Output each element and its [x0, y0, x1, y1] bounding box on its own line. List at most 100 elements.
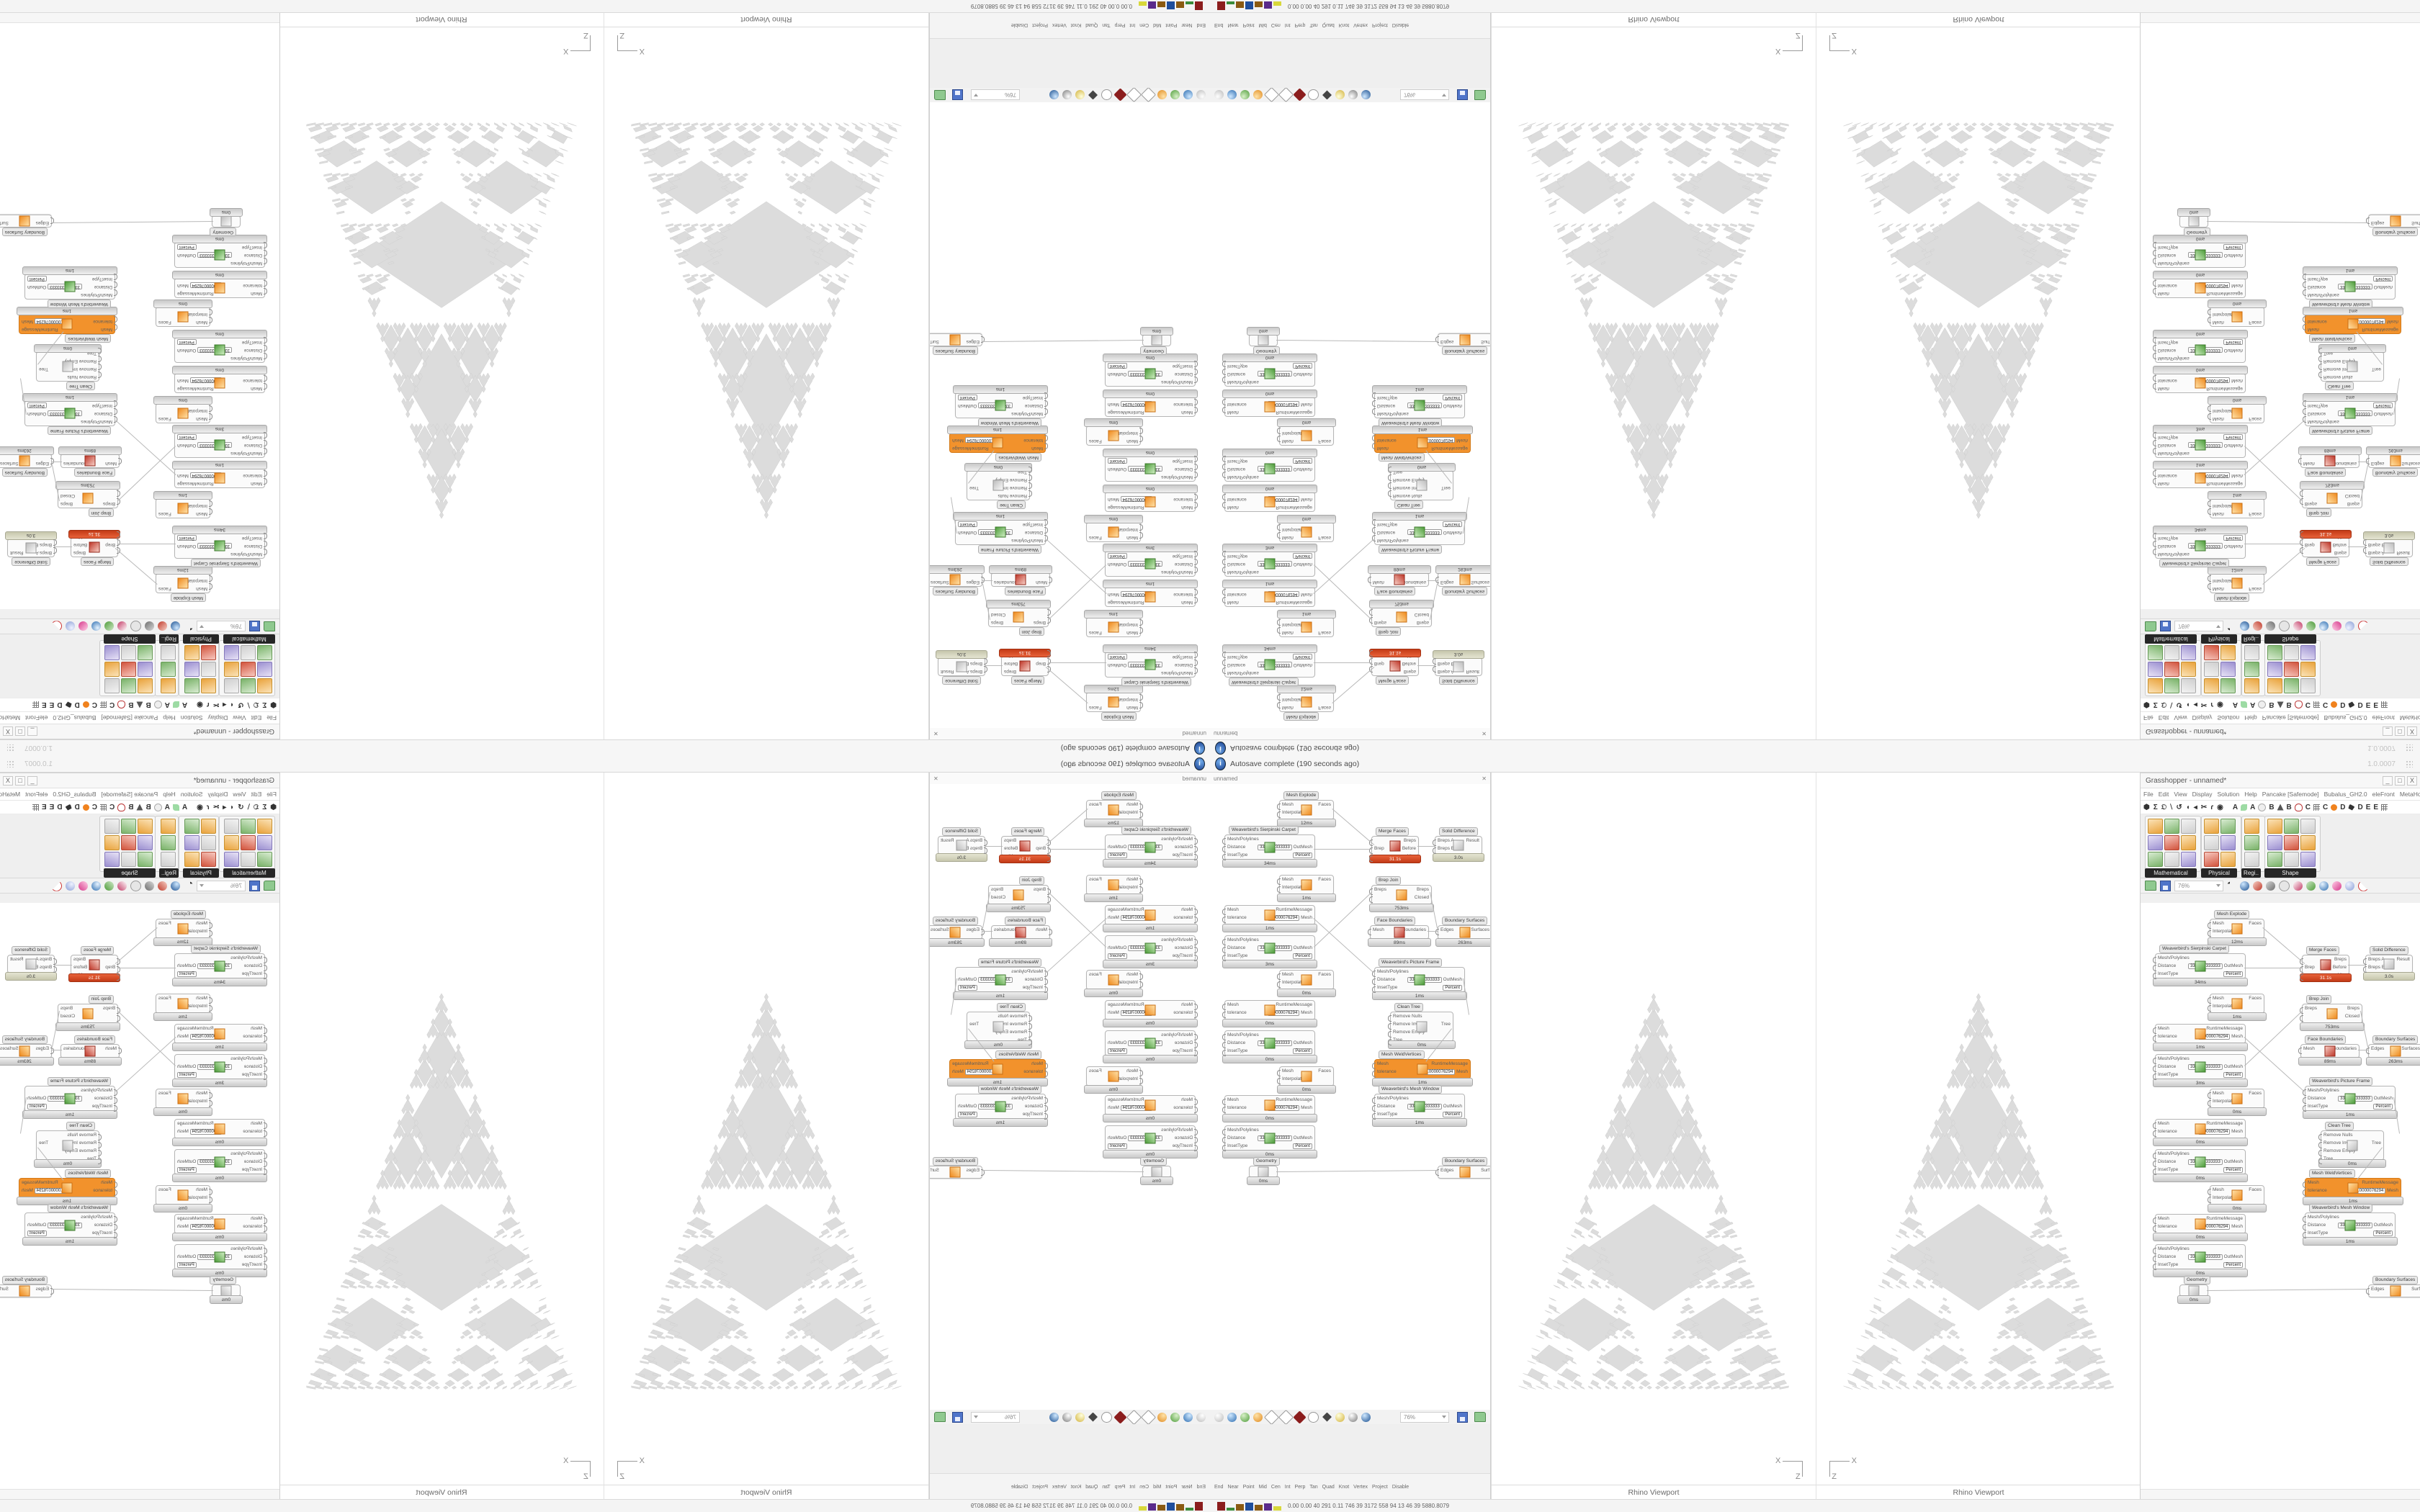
menu-item-display[interactable]: Display — [207, 791, 228, 798]
osnap-vertex[interactable]: Vertex — [1052, 1484, 1067, 1490]
palette-tab-shape[interactable]: Shape — [2264, 634, 2316, 644]
node-port[interactable] — [209, 1005, 212, 1012]
eye-icon[interactable] — [1049, 90, 1059, 100]
leaf-icon[interactable] — [2241, 701, 2248, 708]
node-port[interactable] — [2318, 372, 2322, 378]
image-icon[interactable] — [2306, 881, 2316, 891]
palette-button[interactable] — [2267, 678, 2282, 693]
osnap-perp[interactable]: Perp — [1114, 1484, 1126, 1490]
ribbon-letter-b-3[interactable]: B — [128, 803, 134, 811]
node-port[interactable] — [1194, 1107, 1198, 1113]
grid-icon[interactable] — [2313, 701, 2321, 708]
palette-tab-shape[interactable]: Shape — [104, 868, 156, 878]
node-port[interactable] — [1388, 1039, 1392, 1045]
resize-grip-icon[interactable] — [7, 744, 14, 752]
viewport-tab-left[interactable]: Rhino Viewport — [1492, 1485, 1816, 1500]
gh-component[interactable]: Mesh RuntimeMessage tolerance 0.0000076294 … — [2153, 1119, 2248, 1146]
gh-component[interactable]: Remove Nulls Remove Invalid Tree Remove Emp… — [964, 463, 1032, 500]
node-port[interactable] — [1222, 464, 1226, 470]
node-port[interactable] — [2153, 250, 2156, 256]
gh-component[interactable]: Mesh/PolylinesDistance33.3333333333 OutM… — [2153, 953, 2248, 986]
osnap-disable[interactable]: Disable — [1392, 1484, 1410, 1490]
palette-button[interactable] — [2164, 678, 2179, 693]
node-port[interactable] — [1222, 1099, 1226, 1105]
node-port[interactable] — [1372, 519, 1376, 526]
gh-component[interactable]: Mesh Faces Interpolate 0ms — [2208, 300, 2267, 327]
magnifier-icon[interactable] — [1348, 90, 1358, 100]
node-port[interactable] — [1222, 652, 1226, 658]
grasshopper-canvas[interactable]: Mesh Explode Mesh Faces Interpolate 12ms Weav… — [2141, 23, 2420, 609]
node-port[interactable] — [1047, 896, 1051, 903]
osnap-knot[interactable]: Knot — [1338, 1484, 1350, 1490]
node-port[interactable] — [1028, 482, 1032, 489]
grasshopper-menubar[interactable]: File Edit View Display Solution Help Pancake [… — [2141, 711, 2420, 724]
orange-blob-icon[interactable] — [2331, 701, 2338, 708]
node-port[interactable] — [114, 1182, 117, 1188]
gh-component[interactable]: Mesh/PolylinesDistance33.3333333333 OutM… — [1222, 354, 1317, 387]
node-port[interactable] — [1369, 855, 1373, 862]
param-value[interactable]: Percent — [2373, 1230, 2393, 1236]
node-port[interactable] — [1372, 978, 1376, 985]
node-port[interactable] — [1222, 1137, 1226, 1143]
node-port[interactable] — [1388, 490, 1392, 497]
hexagon-icon[interactable]: ⬢ — [2143, 803, 2150, 811]
palette-button[interactable] — [104, 835, 120, 850]
search-icon[interactable] — [2319, 621, 2329, 631]
osnap-near[interactable]: Near — [1227, 22, 1239, 28]
node-port[interactable] — [264, 1218, 267, 1224]
ribbon-letter-c-4[interactable]: C — [2305, 803, 2311, 811]
node-port[interactable] — [2366, 1048, 2370, 1054]
node-port[interactable] — [1044, 978, 1048, 985]
param-value[interactable]: Percent — [1293, 1143, 1312, 1149]
gh-component[interactable]: Mesh Boundaries 89ms — [1368, 565, 1431, 587]
palette-group-mathematical[interactable] — [2145, 640, 2201, 696]
leaf-icon[interactable] — [1240, 1412, 1250, 1422]
gh-component[interactable]: Mesh RuntimeMessage tolerance 0.0000076294 … — [2153, 461, 2248, 488]
node-port[interactable] — [1194, 567, 1198, 573]
blob-icon[interactable]: ◖ — [230, 803, 235, 811]
node-port[interactable] — [98, 1150, 102, 1156]
palette-button[interactable] — [2164, 852, 2179, 867]
ribbon-letter-a-1[interactable]: A — [164, 803, 170, 811]
node-port[interactable] — [1277, 981, 1281, 988]
node-port[interactable] — [98, 1134, 102, 1140]
leaf-icon[interactable] — [172, 804, 179, 811]
zoom-level-input[interactable]: 76% — [2174, 621, 2223, 632]
bulb-icon[interactable] — [1075, 1412, 1085, 1422]
gh-component[interactable]: BrepsBrepBeforeAfter31.1s — [999, 649, 1051, 676]
palette-button[interactable] — [2284, 819, 2299, 834]
left-dock-component-palette[interactable] — [930, 38, 1210, 88]
menu-item-file[interactable]: File — [2143, 714, 2154, 721]
node-port[interactable] — [264, 1256, 267, 1262]
gh-component[interactable]: Mesh/PolylinesDistance33.3333333333 OutM… — [172, 1244, 267, 1277]
sigma-icon[interactable]: Σ — [2153, 803, 2158, 811]
node-port[interactable] — [1222, 407, 1226, 413]
ribbon-letter-e-9[interactable]: E — [2373, 701, 2379, 709]
gh-component[interactable]: BrepsBrepBeforeAfter31.1s — [2300, 530, 2352, 557]
ribbon-letter-e-9[interactable]: E — [41, 803, 47, 811]
gh-component[interactable]: Breps A Result Breps B 3.0s — [2363, 955, 2415, 981]
line-icon[interactable]: ⧵ — [2170, 701, 2173, 709]
gh-component[interactable]: Mesh RuntimeMessage tolerance 0.0000076294 … — [2153, 1024, 2248, 1051]
leaf-icon[interactable] — [2241, 804, 2248, 811]
save-icon[interactable] — [1457, 89, 1468, 101]
osnap-quad[interactable]: Quad — [1085, 22, 1098, 28]
at-sign-icon[interactable] — [2279, 880, 2290, 891]
menu-item-file[interactable]: File — [266, 791, 277, 798]
node-port[interactable] — [264, 1035, 267, 1042]
node-port[interactable] — [1194, 494, 1198, 500]
menu-item-pancake-safemode[interactable]: Pancake [Safemode] — [2262, 791, 2319, 798]
preview-eye-icon[interactable] — [2240, 621, 2249, 631]
node-port[interactable] — [264, 1058, 267, 1064]
gh-component[interactable]: Mesh RuntimeMessage tolerance 0.0000076294 … — [2153, 1214, 2248, 1241]
node-port[interactable] — [2208, 1189, 2211, 1195]
close-button[interactable]: X — [3, 775, 13, 786]
node-port[interactable] — [1194, 838, 1198, 845]
param-value[interactable]: Percent — [177, 971, 197, 977]
node-port[interactable] — [2300, 490, 2303, 497]
palette-button[interactable] — [241, 852, 256, 867]
ribbon-letter-d-6[interactable]: D — [74, 803, 80, 811]
grasshopper-canvas[interactable]: Mesh Explode Mesh Faces Interpolate 12ms Weav… — [0, 903, 279, 1489]
node-port[interactable] — [1028, 490, 1032, 497]
osnap-vertex[interactable]: Vertex — [1052, 22, 1067, 28]
